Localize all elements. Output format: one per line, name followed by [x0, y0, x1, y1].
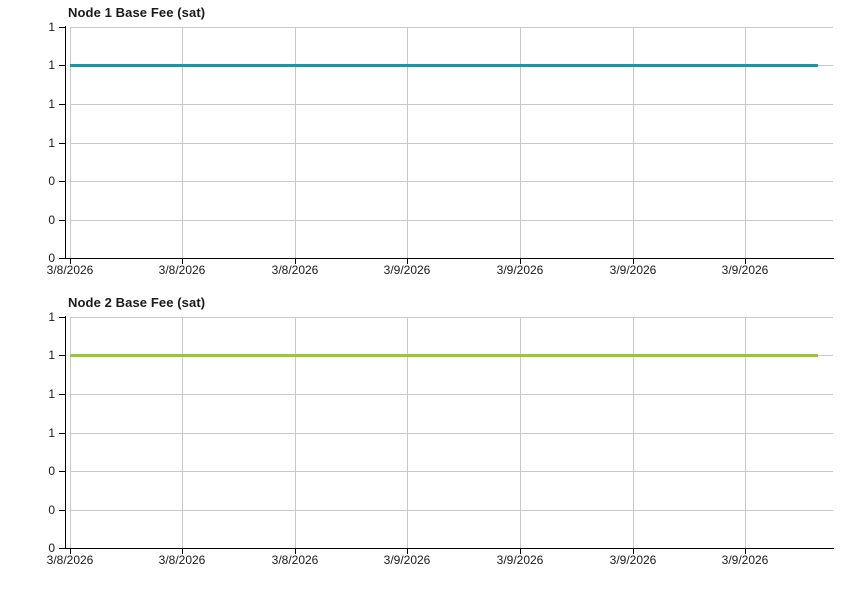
y-axis-label: 0 — [48, 464, 55, 478]
y-axis-label: 0 — [48, 541, 55, 555]
x-axis-line — [65, 258, 834, 259]
gridline-vertical — [70, 317, 71, 548]
gridline-vertical — [407, 27, 408, 258]
y-axis-tick — [59, 258, 65, 259]
gridline-vertical — [745, 27, 746, 258]
gridline-horizontal — [70, 433, 833, 434]
gridline-vertical — [520, 27, 521, 258]
x-axis-label: 3/9/2026 — [721, 553, 769, 567]
plot-area — [65, 27, 833, 258]
y-axis-tick — [59, 27, 65, 28]
x-axis-tick — [182, 259, 183, 264]
gridline-vertical — [295, 27, 296, 258]
y-axis-label: 0 — [48, 503, 55, 517]
y-axis-tick — [59, 143, 65, 144]
y-axis-label: 0 — [48, 174, 55, 188]
y-axis-tick — [59, 510, 65, 511]
x-axis-tick — [70, 549, 71, 554]
y-axis-label: 1 — [48, 58, 55, 72]
gridline-vertical — [182, 27, 183, 258]
x-axis-tick — [407, 259, 408, 264]
gridline-horizontal — [70, 104, 833, 105]
gridline-horizontal — [70, 471, 833, 472]
y-axis-label: 1 — [48, 310, 55, 324]
x-axis-tick — [70, 259, 71, 264]
x-axis-tick — [295, 549, 296, 554]
gridline-vertical — [633, 317, 634, 548]
x-axis-label: 3/9/2026 — [383, 553, 431, 567]
chart-title: Node 1 Base Fee (sat) — [68, 5, 206, 20]
gridline-vertical — [70, 27, 71, 258]
gridline-horizontal — [70, 220, 833, 221]
y-axis-line — [65, 316, 66, 549]
x-axis-tick — [295, 259, 296, 264]
gridline-horizontal — [70, 181, 833, 182]
gridline-vertical — [633, 27, 634, 258]
x-axis-line — [65, 548, 834, 549]
x-axis-label: 3/9/2026 — [609, 553, 657, 567]
y-axis-label: 1 — [48, 426, 55, 440]
x-axis-label: 3/9/2026 — [383, 263, 431, 277]
y-axis-label: 1 — [48, 97, 55, 111]
x-axis-label: 3/9/2026 — [609, 263, 657, 277]
x-axis-label: 3/9/2026 — [721, 263, 769, 277]
y-axis-tick — [59, 220, 65, 221]
x-axis-label: 3/9/2026 — [496, 263, 544, 277]
y-axis-line — [65, 26, 66, 259]
x-axis-label: 3/8/2026 — [46, 263, 94, 277]
y-axis-tick — [59, 317, 65, 318]
y-axis-label: 0 — [48, 251, 55, 265]
x-axis-label: 3/8/2026 — [158, 263, 206, 277]
y-axis-tick — [59, 471, 65, 472]
gridline-vertical — [182, 317, 183, 548]
chart-panel-node-2-base-fee: Node 2 Base Fee (sat) 1 1 1 — [0, 290, 860, 580]
y-axis-label: 1 — [48, 387, 55, 401]
gridline-horizontal — [70, 143, 833, 144]
y-axis-label: 0 — [48, 213, 55, 227]
gridline-horizontal — [70, 510, 833, 511]
series-line-node-1 — [70, 64, 818, 67]
gridline-horizontal — [70, 27, 833, 28]
x-axis-tick — [633, 259, 634, 264]
chart-panel-node-1-base-fee: Node 1 Base Fee (sat) — [0, 0, 860, 290]
x-axis-label: 3/8/2026 — [271, 263, 319, 277]
x-axis-label: 3/8/2026 — [271, 553, 319, 567]
series-line-node-2 — [70, 354, 818, 357]
y-axis-tick — [59, 394, 65, 395]
chart-title: Node 2 Base Fee (sat) — [68, 295, 206, 310]
y-axis-tick — [59, 181, 65, 182]
x-axis-tick — [745, 259, 746, 264]
y-axis-tick — [59, 104, 65, 105]
gridline-vertical — [745, 317, 746, 548]
x-axis-tick — [745, 549, 746, 554]
y-axis-tick — [59, 548, 65, 549]
gridline-vertical — [520, 317, 521, 548]
x-axis-tick — [520, 549, 521, 554]
gridline-horizontal — [70, 317, 833, 318]
x-axis-label: 3/8/2026 — [158, 553, 206, 567]
x-axis-label: 3/8/2026 — [46, 553, 94, 567]
x-axis-tick — [633, 549, 634, 554]
y-axis-tick — [59, 355, 65, 356]
x-axis-tick — [520, 259, 521, 264]
y-axis-label: 1 — [48, 136, 55, 150]
y-axis-tick — [59, 65, 65, 66]
y-axis-label: 1 — [48, 348, 55, 362]
x-axis-tick — [407, 549, 408, 554]
y-axis-tick — [59, 433, 65, 434]
x-axis-tick — [182, 549, 183, 554]
gridline-vertical — [295, 317, 296, 548]
gridline-horizontal — [70, 394, 833, 395]
x-axis-label: 3/9/2026 — [496, 553, 544, 567]
y-axis-label: 1 — [48, 20, 55, 34]
gridline-vertical — [407, 317, 408, 548]
plot-area — [65, 317, 833, 548]
